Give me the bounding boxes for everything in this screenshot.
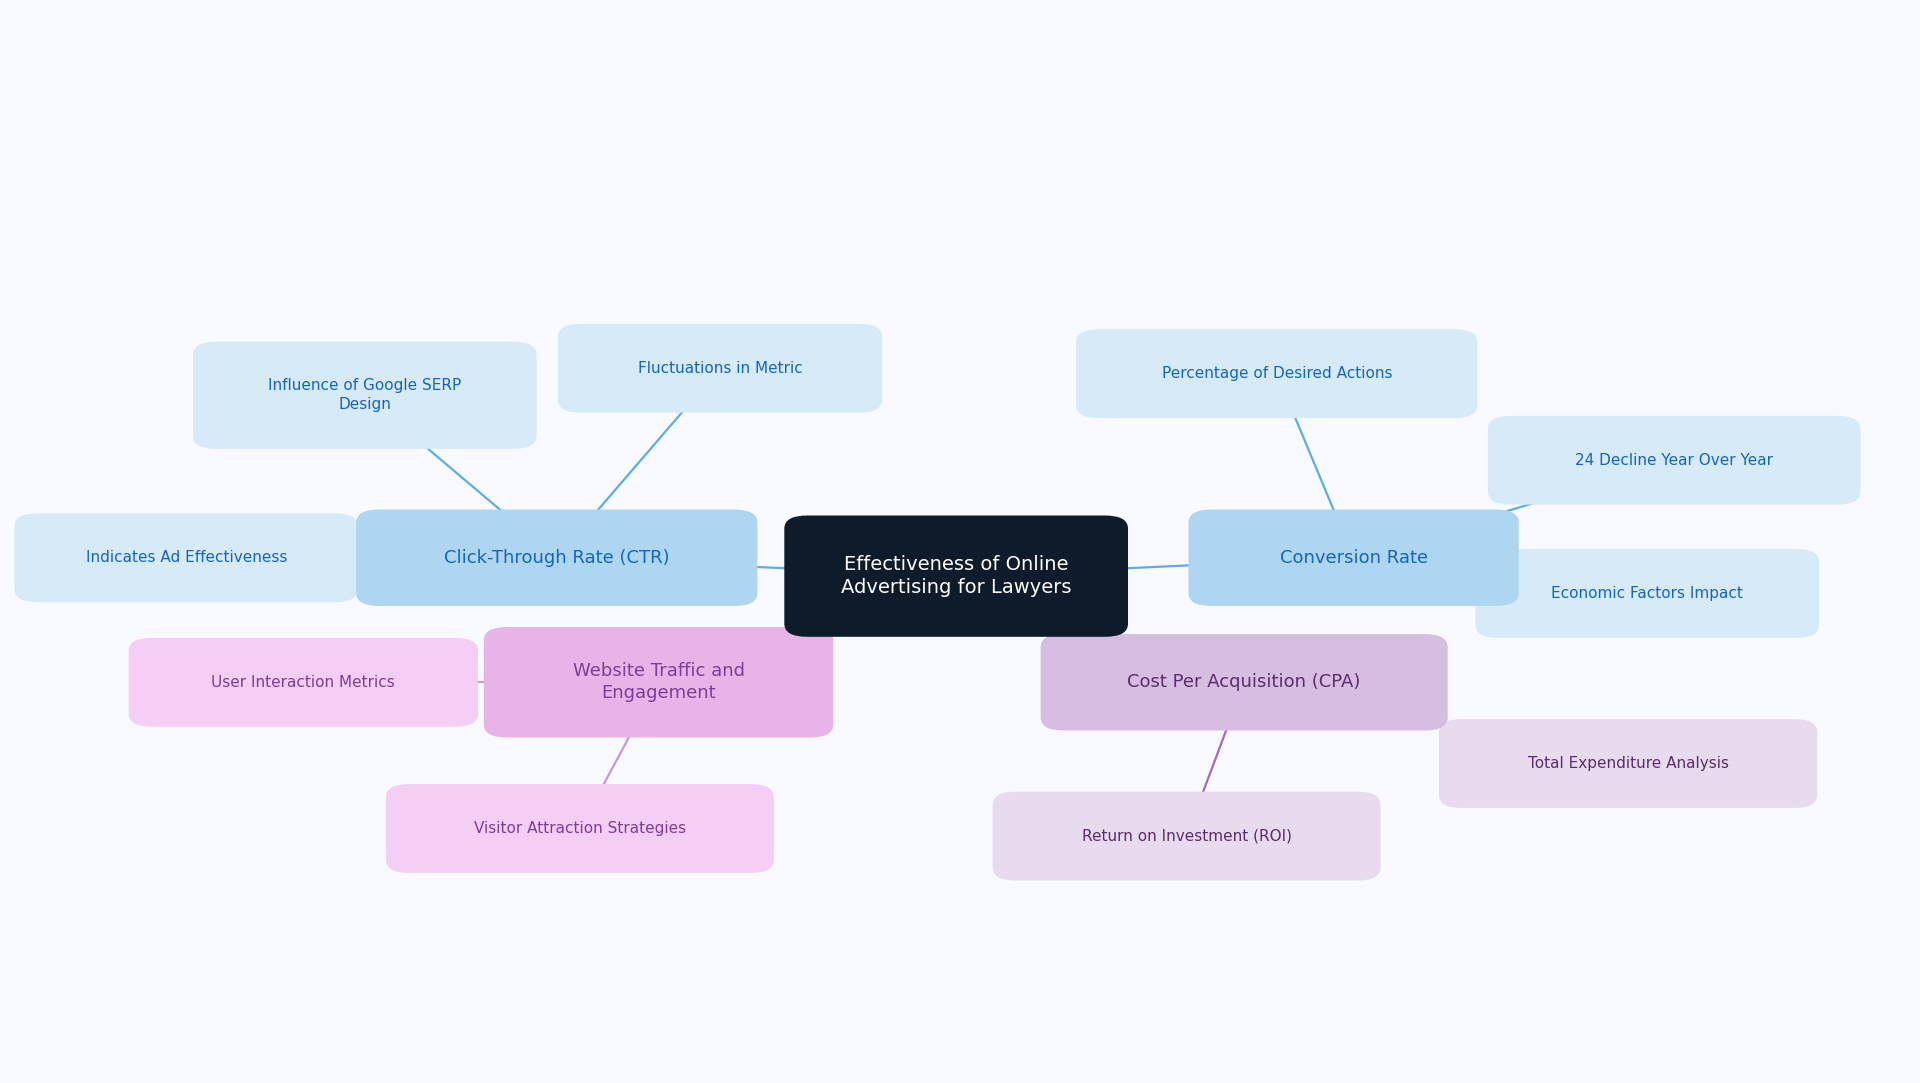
FancyBboxPatch shape [993,792,1380,880]
Text: Effectiveness of Online
Advertising for Lawyers: Effectiveness of Online Advertising for … [841,554,1071,598]
FancyBboxPatch shape [1488,416,1860,505]
Text: Influence of Google SERP
Design: Influence of Google SERP Design [269,378,461,413]
Text: Total Expenditure Analysis: Total Expenditure Analysis [1528,756,1728,771]
Text: Indicates Ad Effectiveness: Indicates Ad Effectiveness [86,550,286,565]
FancyBboxPatch shape [1475,549,1820,638]
FancyBboxPatch shape [15,513,357,602]
Text: User Interaction Metrics: User Interaction Metrics [211,675,396,690]
Text: 24 Decline Year Over Year: 24 Decline Year Over Year [1574,453,1774,468]
FancyBboxPatch shape [557,324,881,413]
FancyBboxPatch shape [484,627,833,738]
Text: Visitor Attraction Strategies: Visitor Attraction Strategies [474,821,685,836]
FancyBboxPatch shape [355,510,756,606]
Text: Percentage of Desired Actions: Percentage of Desired Actions [1162,366,1392,381]
Text: Click-Through Rate (CTR): Click-Through Rate (CTR) [444,549,670,566]
Text: Website Traffic and
Engagement: Website Traffic and Engagement [572,662,745,703]
FancyBboxPatch shape [129,638,478,727]
Text: Return on Investment (ROI): Return on Investment (ROI) [1081,828,1292,844]
FancyBboxPatch shape [1188,510,1519,606]
Text: Fluctuations in Metric: Fluctuations in Metric [637,361,803,376]
FancyBboxPatch shape [386,784,774,873]
FancyBboxPatch shape [1440,719,1816,808]
FancyBboxPatch shape [192,342,536,448]
FancyBboxPatch shape [1041,635,1448,730]
FancyBboxPatch shape [783,516,1127,637]
Text: Conversion Rate: Conversion Rate [1279,549,1428,566]
Text: Cost Per Acquisition (CPA): Cost Per Acquisition (CPA) [1127,674,1361,691]
Text: Economic Factors Impact: Economic Factors Impact [1551,586,1743,601]
FancyBboxPatch shape [1075,329,1476,418]
